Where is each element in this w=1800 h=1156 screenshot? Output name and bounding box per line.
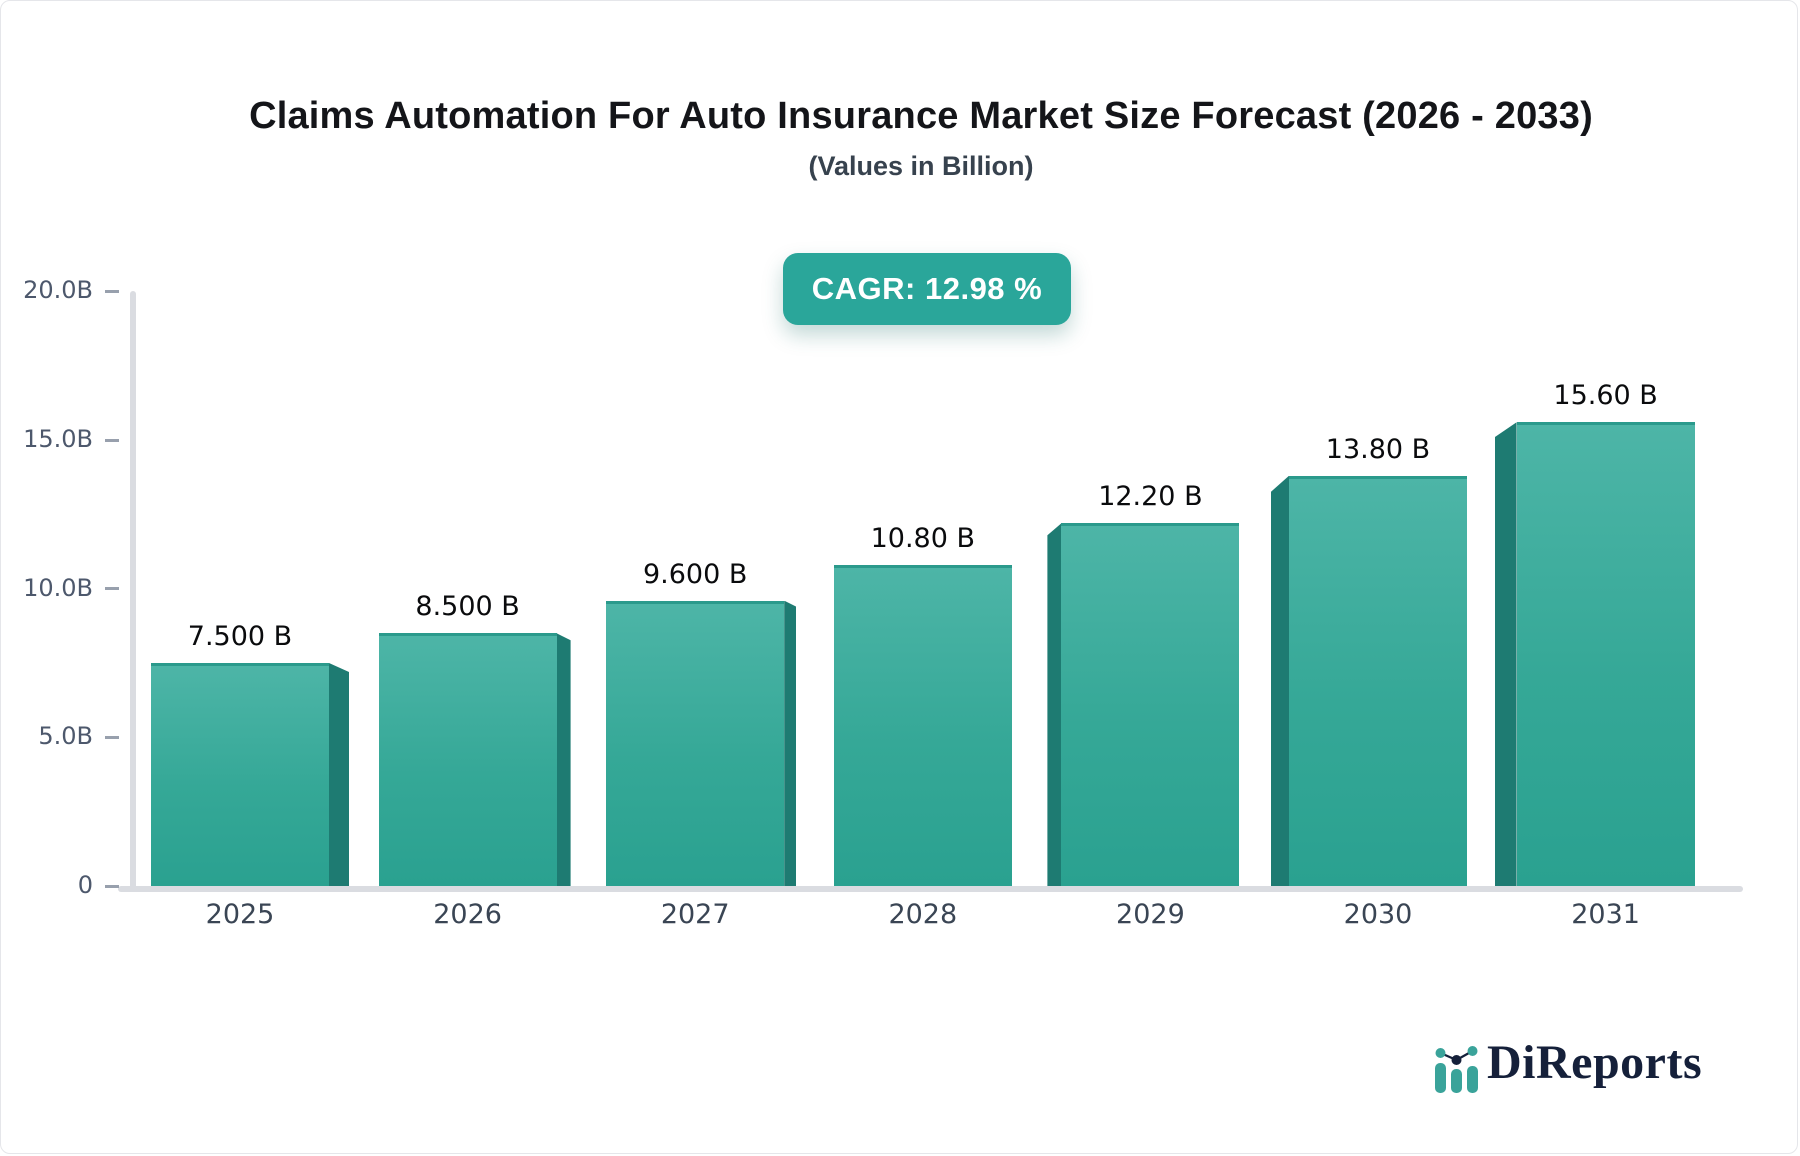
bar <box>151 663 329 886</box>
bar-value-label: 12.20 B <box>1098 481 1203 513</box>
y-tick-label: 5.0B <box>38 722 93 751</box>
bar <box>1516 422 1695 886</box>
bar-chart-logo-icon <box>1435 1046 1478 1093</box>
y-tick-label: 0 <box>77 871 93 899</box>
chart-title: Claims Automation For Auto Insurance Mar… <box>249 95 1593 137</box>
x-axis-label: 2028 <box>888 899 958 930</box>
x-axis-line <box>118 886 1743 892</box>
bar-value-label: 10.80 B <box>870 522 975 554</box>
bar-value-label: 7.500 B <box>187 621 293 653</box>
x-axis-label: 2026 <box>433 899 502 930</box>
chart-subtitle: (Values in Billion) <box>808 151 1034 181</box>
y-tick-dash <box>105 884 119 888</box>
x-axis-label: 2025 <box>205 899 275 930</box>
x-axis-label: 2031 <box>1571 899 1640 930</box>
bar <box>606 600 785 886</box>
y-tick-label: 15.0B <box>23 425 93 454</box>
bar-3d-side <box>784 600 797 886</box>
x-axis-label: 2030 <box>1343 899 1413 930</box>
y-axis-line <box>130 291 136 892</box>
y-tick-dash <box>105 438 119 442</box>
y-tick-dash <box>105 289 119 293</box>
bar-3d-side <box>1494 422 1517 886</box>
bar-value-label: 9.600 B <box>642 558 748 590</box>
bar <box>1289 475 1467 886</box>
y-tick-label: 20.0B <box>23 276 93 305</box>
bar <box>1061 523 1240 886</box>
bar <box>378 633 557 886</box>
bar-value-label: 8.500 B <box>415 591 520 623</box>
cagr-badge: CAGR: 12.98 % <box>783 253 1071 325</box>
y-tick-dash <box>105 735 119 739</box>
y-tick-label: 10.0B <box>23 573 93 602</box>
logo-text: DiReports <box>1487 1036 1703 1089</box>
bar-value-label: 13.80 B <box>1325 433 1431 465</box>
bar-3d-side <box>329 663 349 886</box>
x-axis-label: 2029 <box>1116 899 1185 930</box>
bar-3d-side <box>1271 475 1289 886</box>
y-tick-dash <box>105 587 119 591</box>
bar-3d-side <box>556 633 571 886</box>
x-axis-label: 2027 <box>660 899 730 930</box>
bar-3d-side <box>1047 523 1062 886</box>
bar <box>833 564 1012 886</box>
bar-value-label: 15.60 B <box>1553 380 1658 412</box>
